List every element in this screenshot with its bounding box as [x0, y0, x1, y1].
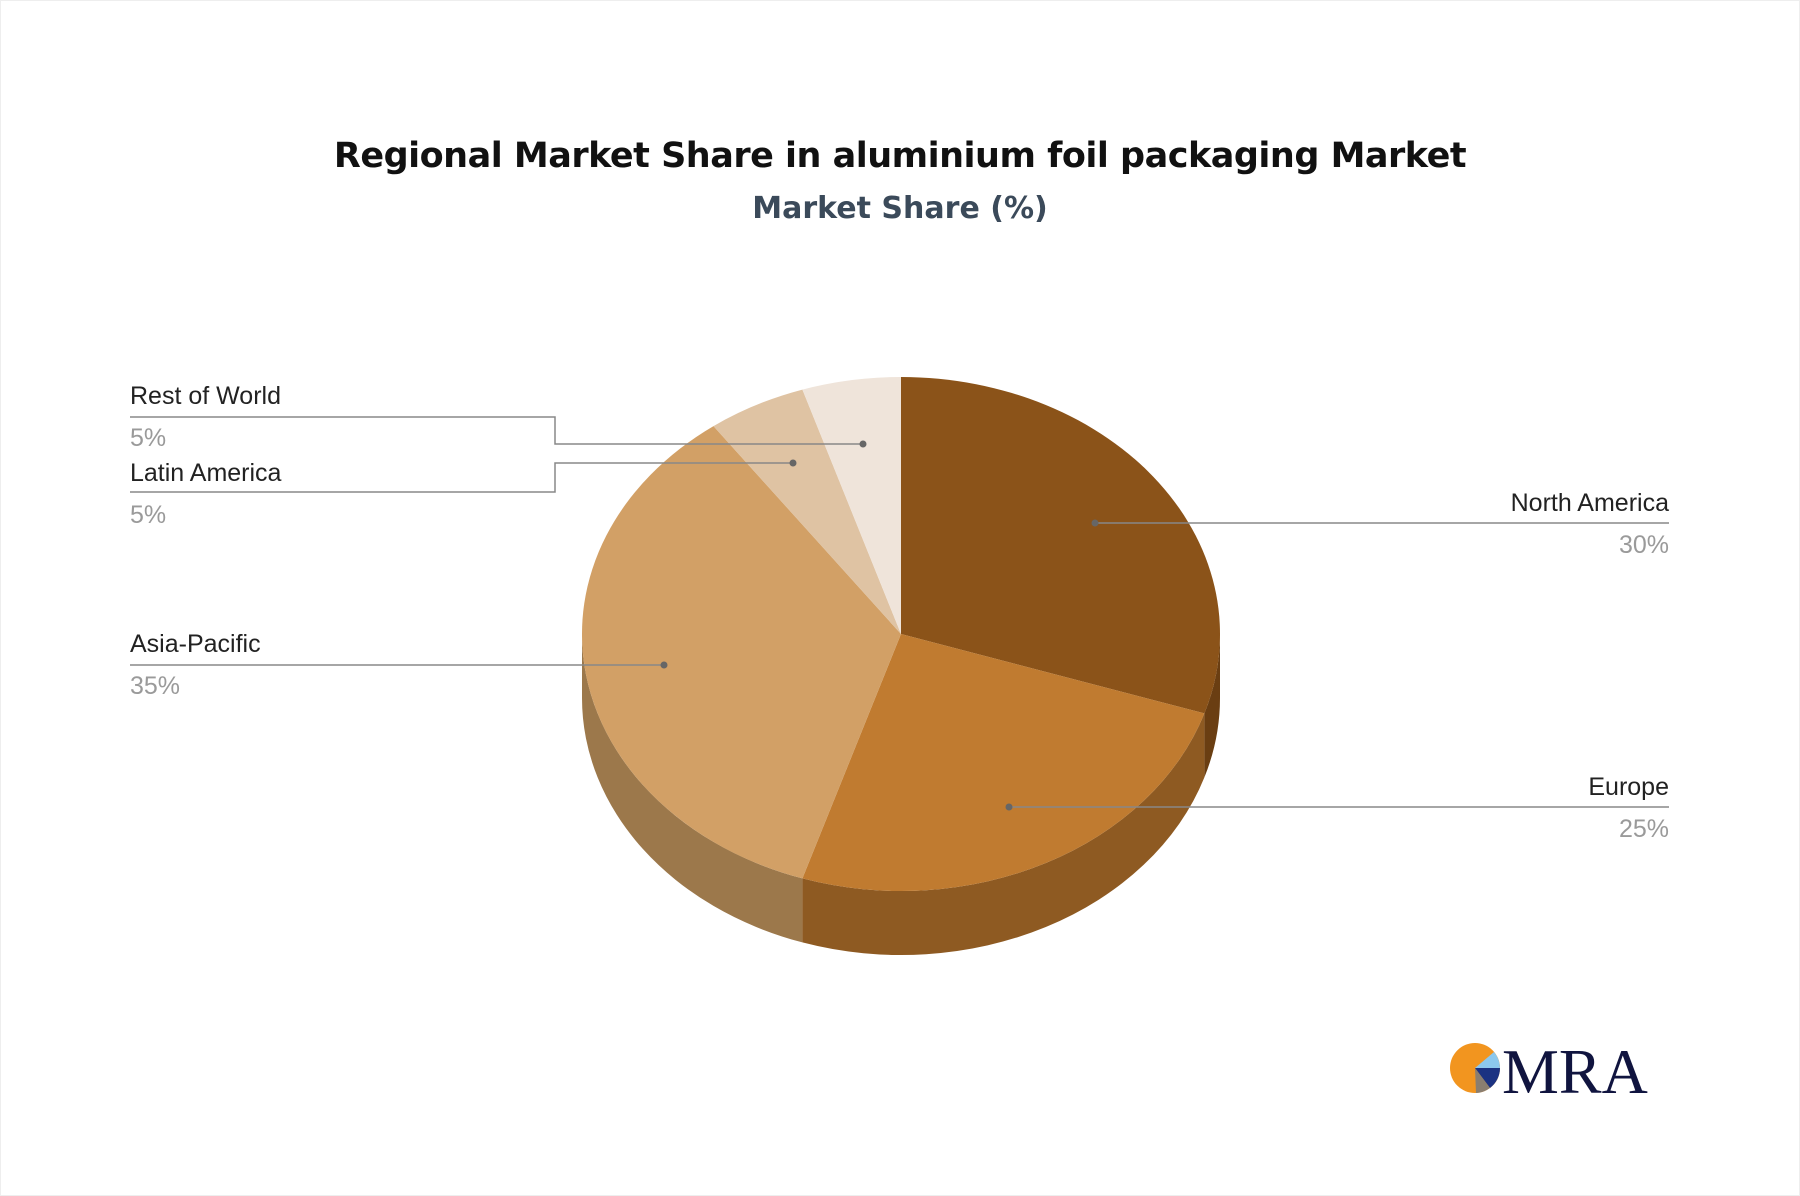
- leader-dot-asia-pacific: [660, 661, 668, 669]
- chart-title: Regional Market Share in aluminium foil …: [333, 136, 1467, 176]
- chart-subtitle: Market Share (%): [752, 191, 1048, 226]
- value-label-latin-america: 5%: [130, 501, 166, 529]
- value-label-rest-of-world: 5%: [130, 424, 166, 452]
- label-asia-pacific: Asia-Pacific: [130, 630, 261, 658]
- pie-slice-north-america[interactable]: [901, 377, 1220, 714]
- pie-slice-rest-of-world[interactable]: [802, 377, 901, 634]
- pie-side-asia-pacific: [582, 634, 803, 943]
- leader-dot-europe: [1005, 803, 1013, 811]
- pie-slice-latin-america[interactable]: [713, 389, 901, 634]
- leader-dot-rest-of-world: [859, 440, 867, 448]
- leader-dot-north-america: [1091, 519, 1099, 527]
- mra-logo: MRA: [1450, 1036, 1648, 1107]
- value-label-north-america: 30%: [1619, 531, 1669, 559]
- label-europe: Europe: [1588, 773, 1669, 801]
- label-latin-america: Latin America: [130, 459, 282, 487]
- pie-side-europe: [802, 713, 1205, 955]
- value-label-europe: 25%: [1619, 815, 1669, 843]
- leader-dot-latin-america: [789, 459, 797, 467]
- leader-line-latin-america: [130, 462, 793, 493]
- logo-text: MRA: [1502, 1036, 1648, 1107]
- label-north-america: North America: [1511, 489, 1669, 517]
- leader-line-rest-of-world: [130, 416, 863, 445]
- pie-slice-europe[interactable]: [802, 634, 1205, 891]
- pie-side-north-america: [1204, 634, 1220, 778]
- label-rest-of-world: Rest of World: [130, 382, 281, 410]
- value-label-asia-pacific: 35%: [130, 672, 180, 700]
- pie-slice-asia-pacific[interactable]: [582, 426, 901, 879]
